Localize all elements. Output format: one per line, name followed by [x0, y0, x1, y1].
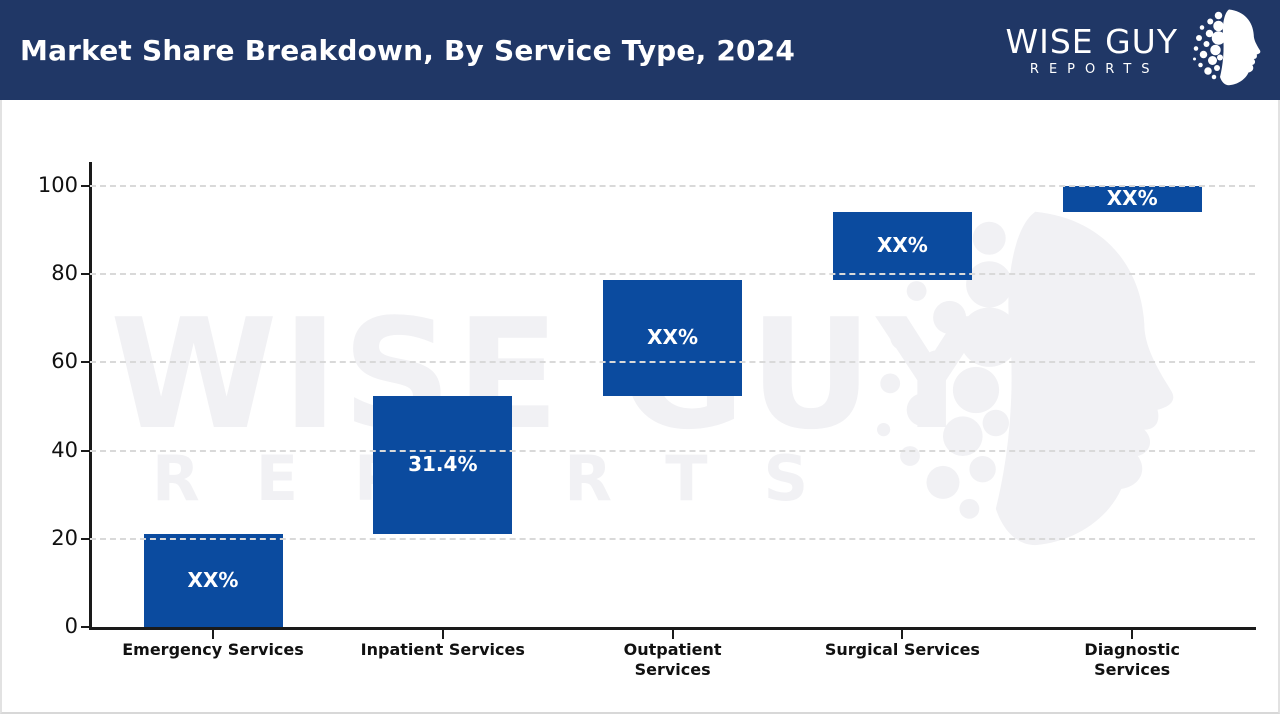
- bar-value-label: XX%: [647, 325, 699, 350]
- bar-value-label: 31.4%: [408, 452, 478, 477]
- brand-logo-text: WISE GUY REPORTS: [1005, 25, 1178, 76]
- bar-1: [143, 534, 283, 627]
- y-tick: [81, 273, 90, 276]
- bar-3: [603, 280, 743, 396]
- y-tick-label: 40: [51, 437, 78, 462]
- x-tick: [441, 630, 444, 639]
- gridline-20: [90, 537, 1255, 540]
- x-tick: [671, 630, 674, 639]
- brand-head-icon: [1193, 9, 1261, 86]
- page-title: Market Share Breakdown, By Service Type,…: [20, 33, 796, 67]
- x-category-label: Outpatient Services: [623, 640, 722, 679]
- bar-value-label: XX%: [187, 567, 239, 592]
- bar-value-label: XX%: [876, 233, 928, 258]
- gridline-80: [90, 273, 1255, 276]
- bar-2: [373, 395, 513, 535]
- brand-subtitle: REPORTS: [1029, 61, 1160, 77]
- y-tick: [81, 449, 90, 452]
- y-tick-label: 100: [37, 173, 78, 197]
- x-category-label: Diagnostic Services: [1084, 640, 1180, 679]
- y-tick: [81, 361, 90, 364]
- gridline-100: [90, 185, 1255, 187]
- y-axis-line: [89, 162, 92, 629]
- y-tick-label: 60: [51, 349, 78, 374]
- y-tick: [81, 537, 90, 540]
- chart-area: WISE GUY REPORTS XX%31.4%XX%XX%XX%020406…: [0, 100, 1280, 714]
- bar-value-label: XX%: [1106, 186, 1158, 211]
- x-tick: [1131, 630, 1134, 639]
- gridline-60: [90, 361, 1255, 364]
- brand-name: WISE GUY: [1005, 21, 1178, 61]
- x-axis-line: [89, 627, 1256, 630]
- x-category-label: Emergency Services: [122, 640, 304, 659]
- y-tick-label: 20: [51, 525, 78, 550]
- y-tick-label: 80: [51, 261, 78, 286]
- x-category-label: Surgical Services: [824, 640, 980, 659]
- brand-logo: WISE GUY REPORTS: [1005, 5, 1266, 95]
- y-tick: [81, 626, 90, 628]
- bar-5: [1062, 186, 1202, 213]
- x-tick: [901, 630, 904, 639]
- y-tick-label: 0: [64, 614, 78, 638]
- x-category-label: Inpatient Services: [360, 640, 525, 659]
- y-tick: [81, 185, 90, 187]
- header-bar: Market Share Breakdown, By Service Type,…: [0, 0, 1280, 100]
- x-tick: [212, 630, 214, 639]
- gridline-40: [90, 449, 1255, 452]
- waterfall-chart: XX% 31.4% XX% XX% XX% 0 20 40 60 80 100 Emergency S…: [2, 100, 1278, 712]
